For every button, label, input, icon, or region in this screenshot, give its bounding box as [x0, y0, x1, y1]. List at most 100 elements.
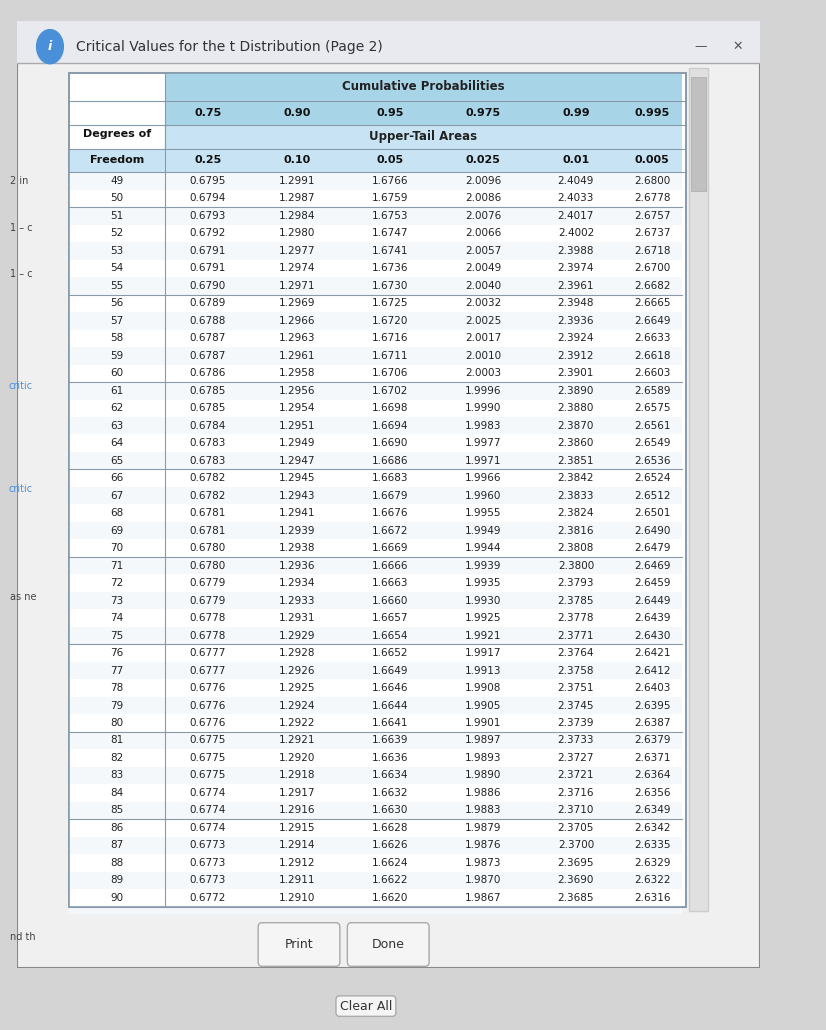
Text: Clear All: Clear All: [339, 999, 392, 1012]
Text: 0.6778: 0.6778: [190, 613, 226, 623]
Text: 1.6766: 1.6766: [372, 176, 408, 186]
Text: 1.9996: 1.9996: [465, 386, 501, 396]
Text: 0.005: 0.005: [634, 156, 670, 166]
Text: 0.6773: 0.6773: [190, 840, 226, 851]
Text: 1.9925: 1.9925: [465, 613, 501, 623]
FancyBboxPatch shape: [69, 207, 682, 225]
Text: 2.6430: 2.6430: [634, 630, 671, 641]
Text: 1.6753: 1.6753: [372, 211, 408, 220]
FancyBboxPatch shape: [69, 836, 682, 854]
Text: 2.0049: 2.0049: [465, 264, 501, 273]
Text: 1.9971: 1.9971: [465, 455, 501, 466]
Text: 1.9879: 1.9879: [465, 823, 501, 833]
Text: 2.3727: 2.3727: [558, 753, 594, 763]
Text: 1.9977: 1.9977: [465, 438, 501, 448]
FancyBboxPatch shape: [69, 662, 682, 680]
Text: 2.3924: 2.3924: [558, 334, 594, 343]
Text: 1.6683: 1.6683: [372, 473, 408, 483]
FancyBboxPatch shape: [69, 417, 682, 435]
Text: 1.6698: 1.6698: [372, 404, 408, 413]
FancyBboxPatch shape: [69, 731, 682, 749]
Text: 1.2958: 1.2958: [279, 369, 316, 378]
Text: 1.9990: 1.9990: [465, 404, 501, 413]
Text: 1.6686: 1.6686: [372, 455, 408, 466]
Text: 2 in: 2 in: [10, 176, 28, 186]
Text: 1.2915: 1.2915: [279, 823, 316, 833]
Text: 1.9935: 1.9935: [465, 578, 501, 588]
Text: 2.6665: 2.6665: [634, 299, 671, 308]
FancyBboxPatch shape: [69, 714, 682, 731]
Text: 2.6633: 2.6633: [634, 334, 671, 343]
Text: 2.3716: 2.3716: [558, 788, 594, 798]
Text: 79: 79: [110, 700, 124, 711]
Text: 2.6403: 2.6403: [634, 683, 671, 693]
Text: 1.6639: 1.6639: [372, 735, 408, 746]
Text: 2.6501: 2.6501: [634, 508, 671, 518]
Text: 2.6479: 2.6479: [634, 543, 671, 553]
Text: 52: 52: [110, 229, 124, 238]
Text: 2.3771: 2.3771: [558, 630, 594, 641]
Text: 2.0076: 2.0076: [465, 211, 501, 220]
Text: 68: 68: [110, 508, 124, 518]
Text: 2.3800: 2.3800: [558, 560, 594, 571]
Text: 50: 50: [111, 194, 123, 204]
Text: 1.2925: 1.2925: [279, 683, 316, 693]
Text: 0.6783: 0.6783: [190, 455, 226, 466]
Text: 53: 53: [110, 246, 124, 255]
Text: 2.3842: 2.3842: [558, 473, 594, 483]
Text: 1.2939: 1.2939: [279, 525, 316, 536]
FancyBboxPatch shape: [69, 766, 682, 784]
FancyBboxPatch shape: [69, 260, 682, 277]
Text: 1.6634: 1.6634: [372, 770, 408, 781]
Text: 2.3700: 2.3700: [558, 840, 594, 851]
Text: 1.6666: 1.6666: [372, 560, 408, 571]
FancyBboxPatch shape: [69, 575, 682, 592]
Text: 1.9870: 1.9870: [465, 876, 501, 886]
Text: 0.25: 0.25: [194, 156, 221, 166]
Text: 2.3733: 2.3733: [558, 735, 594, 746]
Text: 85: 85: [110, 805, 124, 816]
Text: 0.6779: 0.6779: [190, 578, 226, 588]
Text: 1.9966: 1.9966: [465, 473, 501, 483]
Text: 0.6777: 0.6777: [190, 648, 226, 658]
Text: 70: 70: [111, 543, 123, 553]
Text: 1.6660: 1.6660: [372, 595, 408, 606]
Text: 0.6780: 0.6780: [190, 543, 226, 553]
FancyBboxPatch shape: [69, 784, 682, 801]
Text: 2.6395: 2.6395: [634, 700, 671, 711]
Text: i: i: [48, 40, 52, 54]
Text: 0.6787: 0.6787: [190, 351, 226, 360]
Text: 1.6630: 1.6630: [372, 805, 408, 816]
Text: 65: 65: [110, 455, 124, 466]
FancyBboxPatch shape: [69, 365, 682, 382]
Text: 2.6459: 2.6459: [634, 578, 671, 588]
Text: 2.3880: 2.3880: [558, 404, 594, 413]
Text: 1.9939: 1.9939: [465, 560, 501, 571]
Text: Cumulative Probabilities: Cumulative Probabilities: [342, 80, 505, 94]
Text: 2.6371: 2.6371: [634, 753, 671, 763]
Text: 2.6421: 2.6421: [634, 648, 671, 658]
FancyBboxPatch shape: [69, 871, 682, 889]
Text: 1.2977: 1.2977: [279, 246, 316, 255]
FancyBboxPatch shape: [69, 557, 682, 575]
Text: critic: critic: [8, 484, 33, 494]
Text: 1.9921: 1.9921: [465, 630, 501, 641]
Text: 2.3912: 2.3912: [558, 351, 594, 360]
Text: 0.6778: 0.6778: [190, 630, 226, 641]
Text: 1.9955: 1.9955: [465, 508, 501, 518]
Text: 0.6789: 0.6789: [190, 299, 226, 308]
FancyBboxPatch shape: [69, 487, 682, 505]
Text: 58: 58: [110, 334, 124, 343]
Text: 1.6690: 1.6690: [372, 438, 408, 448]
Text: 2.3901: 2.3901: [558, 369, 594, 378]
Text: 1.6741: 1.6741: [372, 246, 408, 255]
Text: 2.4002: 2.4002: [558, 229, 594, 238]
Text: 1.9901: 1.9901: [465, 718, 501, 728]
Text: 2.0040: 2.0040: [465, 281, 501, 290]
Text: 1.2938: 1.2938: [279, 543, 316, 553]
Text: 2.3705: 2.3705: [558, 823, 594, 833]
Text: 0.6791: 0.6791: [190, 264, 226, 273]
Text: 1.9917: 1.9917: [465, 648, 501, 658]
Text: 2.6412: 2.6412: [634, 665, 671, 676]
Text: 0.6782: 0.6782: [190, 473, 226, 483]
